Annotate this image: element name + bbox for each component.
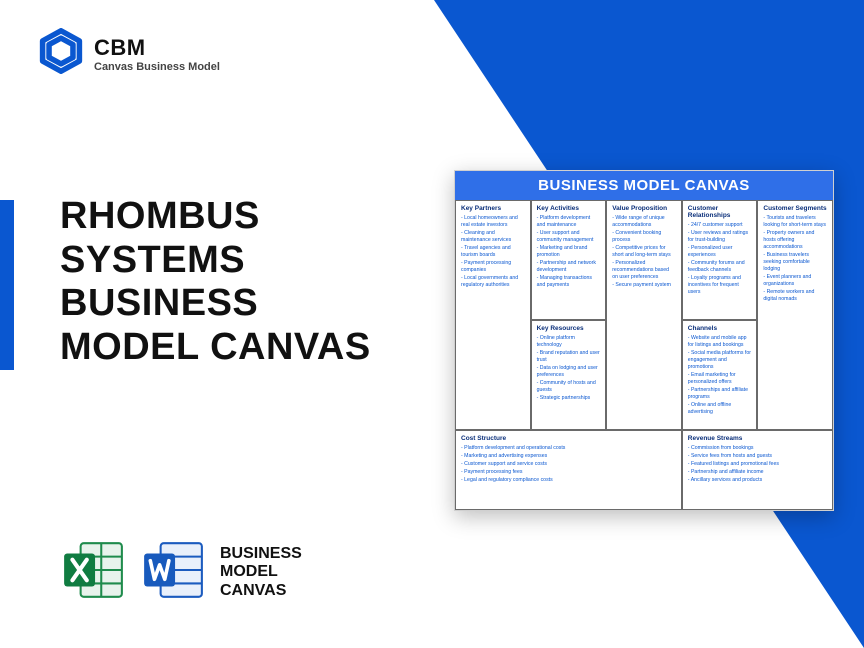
list-item: Online and offline advertising <box>688 402 752 416</box>
list-item: Customer support and service costs <box>461 461 676 468</box>
list-item: Brand reputation and user trust <box>537 350 601 364</box>
cell-revenue-streams: Revenue StreamsCommission from bookingsS… <box>682 430 833 510</box>
list-item: Strategic partnerships <box>537 395 601 402</box>
brand-logo: CBM Canvas Business Model <box>38 28 220 79</box>
cell-key-activities: Key ActivitiesPlatform development and m… <box>531 200 607 320</box>
cell-key-resources: Key ResourcesOnline platform technologyB… <box>531 320 607 430</box>
cbm-hex-icon <box>38 28 84 79</box>
list-item: Data on lodging and user preferences <box>537 365 601 379</box>
list-item: Wide range of unique accommodations <box>612 215 676 229</box>
list-item: User reviews and ratings for trust-build… <box>688 230 752 244</box>
cell-cost-structure: Cost StructurePlatform development and o… <box>455 430 682 510</box>
list-item: Commission from bookings <box>688 445 827 452</box>
accent-bar <box>0 200 14 370</box>
list-item: Community forums and feedback channels <box>688 260 752 274</box>
list-item: Platform development and operational cos… <box>461 445 676 452</box>
list-item: Property owners and hosts offering accom… <box>763 230 827 251</box>
list-item: Platform development and maintenance <box>537 215 601 229</box>
list-item: Social media platforms for engagement an… <box>688 350 752 371</box>
cell-channels: ChannelsWebsite and mobile app for listi… <box>682 320 758 430</box>
list-item: Service fees from hosts and guests <box>688 453 827 460</box>
list-item: Managing transactions and payments <box>537 275 601 289</box>
list-item: Local homeowners and real estate investo… <box>461 215 525 229</box>
list-item: Ancillary services and products <box>688 477 827 484</box>
logo-subtitle: Canvas Business Model <box>94 61 220 73</box>
list-item: Business travelers seeking comfortable l… <box>763 252 827 273</box>
list-item: Personalized user experiences <box>688 245 752 259</box>
list-item: 24/7 customer support <box>688 222 752 229</box>
page-title: RHOMBUS SYSTEMS BUSINESS MODEL CANVAS <box>60 195 400 370</box>
list-item: Featured listings and promotional fees <box>688 461 827 468</box>
list-item: Partnership and affiliate income <box>688 469 827 476</box>
list-item: Remote workers and digital nomads <box>763 289 827 303</box>
format-icons-row: BUSINESS MODEL CANVAS <box>60 537 302 608</box>
list-item: Cleaning and maintenance services <box>461 230 525 244</box>
canvas-header: BUSINESS MODEL CANVAS <box>455 171 833 200</box>
cell-value-proposition: Value PropositionWide range of unique ac… <box>606 200 682 430</box>
business-model-canvas: BUSINESS MODEL CANVAS Key PartnersLocal … <box>454 170 834 511</box>
list-item: Marketing and brand promotion <box>537 245 601 259</box>
list-item: Marketing and advertising expenses <box>461 453 676 460</box>
list-item: Personalized recommendations based on us… <box>612 260 676 281</box>
footer-caption: BUSINESS MODEL CANVAS <box>220 545 302 600</box>
list-item: Community of hosts and guests <box>537 380 601 394</box>
word-icon <box>140 537 206 608</box>
list-item: Convenient booking process <box>612 230 676 244</box>
excel-icon <box>60 537 126 608</box>
list-item: Payment processing fees <box>461 469 676 476</box>
list-item: Legal and regulatory compliance costs <box>461 477 676 484</box>
list-item: Payment processing companies <box>461 260 525 274</box>
list-item: Tourists and travelers looking for short… <box>763 215 827 229</box>
list-item: Website and mobile app for listings and … <box>688 335 752 349</box>
list-item: Competitive prices for short and long-te… <box>612 245 676 259</box>
list-item: Loyalty programs and incentives for freq… <box>688 275 752 296</box>
list-item: Local governments and regulatory authori… <box>461 275 525 289</box>
list-item: Secure payment system <box>612 282 676 289</box>
canvas-grid: Key PartnersLocal homeowners and real es… <box>455 200 833 510</box>
cell-customer-relationships: Customer Relationships24/7 customer supp… <box>682 200 758 320</box>
cell-customer-segments: Customer SegmentsTourists and travelers … <box>757 200 833 430</box>
list-item: User support and community management <box>537 230 601 244</box>
list-item: Email marketing for personalized offers <box>688 372 752 386</box>
logo-title: CBM <box>94 35 220 61</box>
list-item: Online platform technology <box>537 335 601 349</box>
list-item: Travel agencies and tourism boards <box>461 245 525 259</box>
list-item: Partnership and network development <box>537 260 601 274</box>
list-item: Partnerships and affiliate programs <box>688 387 752 401</box>
cell-key-partners: Key PartnersLocal homeowners and real es… <box>455 200 531 430</box>
list-item: Event planners and organizations <box>763 274 827 288</box>
